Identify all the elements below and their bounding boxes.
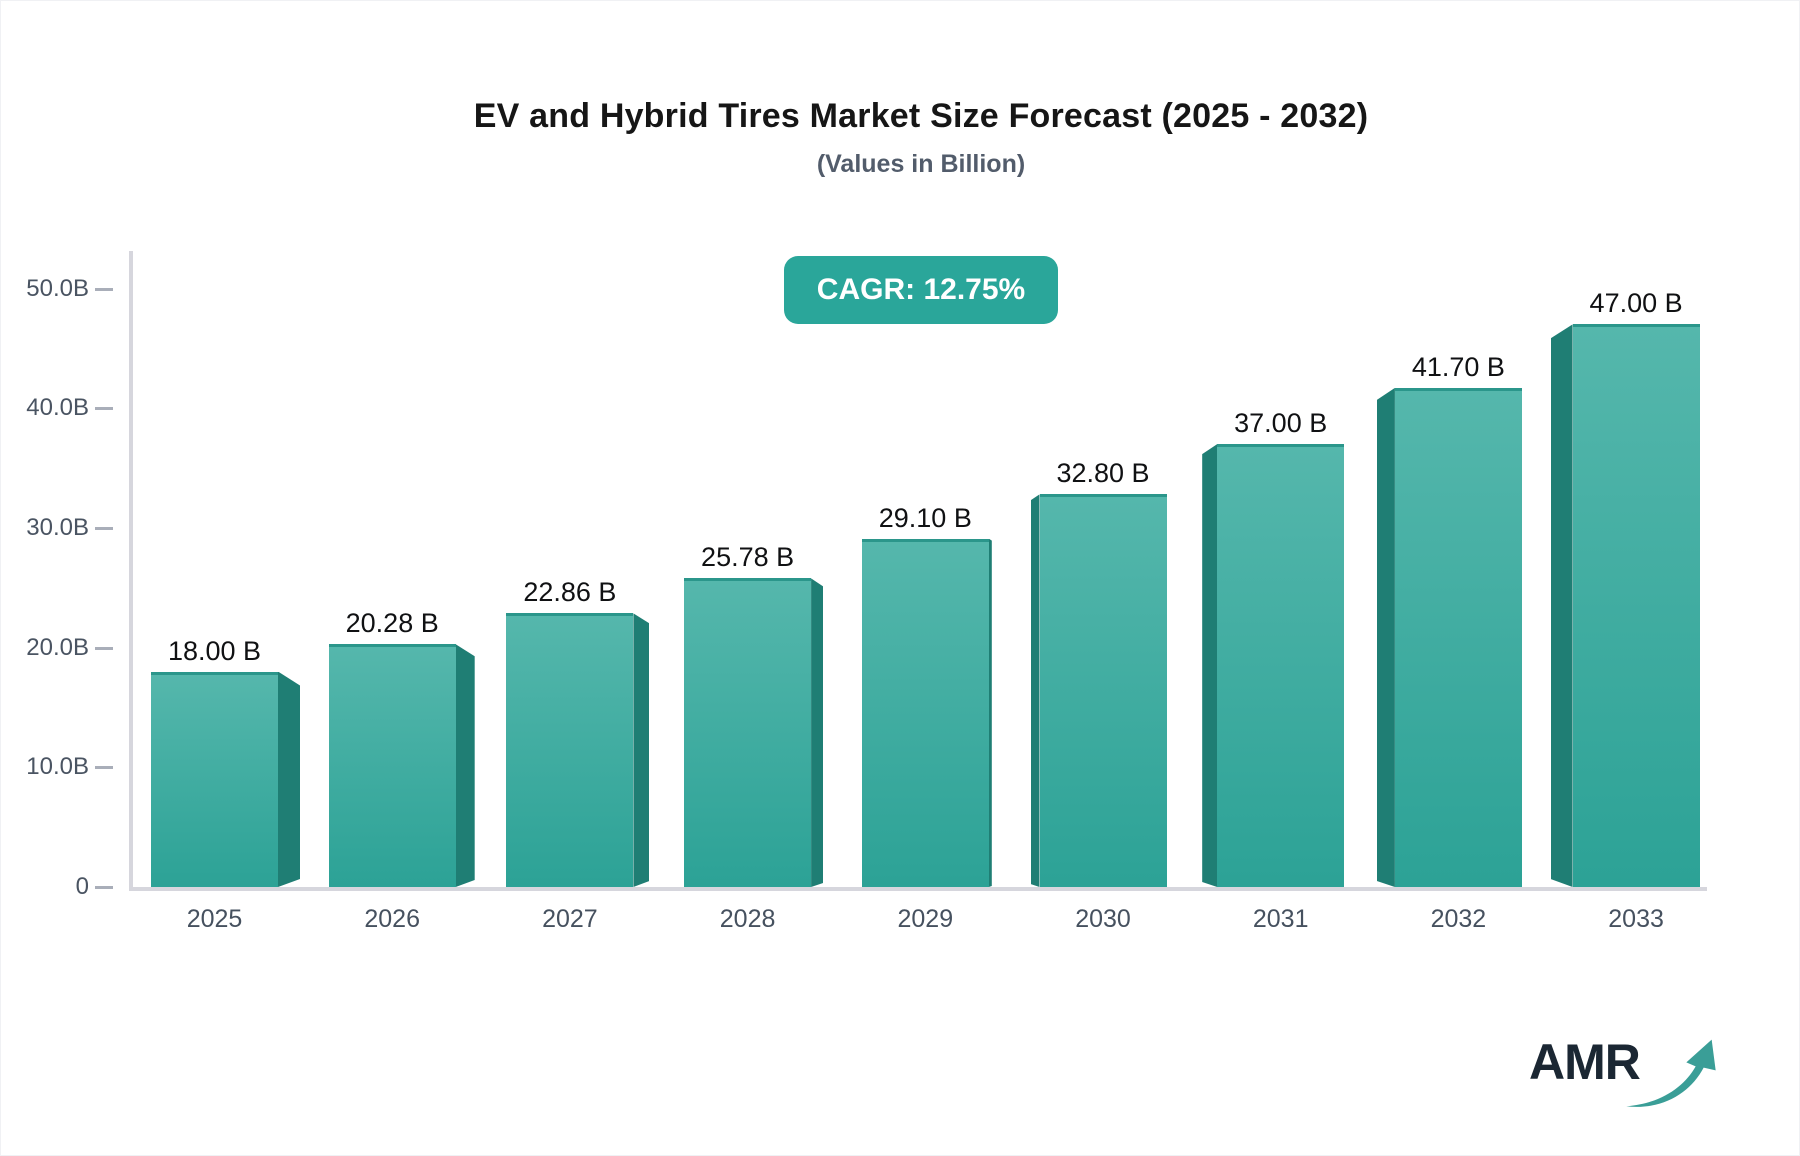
bar-face-2028 <box>684 578 812 887</box>
bar-value-label-2030: 32.80 B <box>1056 458 1150 489</box>
y-tick-dash-20.0B <box>95 646 113 650</box>
x-axis-line <box>129 887 1707 891</box>
x-tick-label-2028: 2028 <box>719 905 776 933</box>
y-tick-label-30.0B: 30.0B <box>26 513 89 541</box>
x-tick-label-2026: 2026 <box>364 905 420 933</box>
growth-arrow-icon <box>1626 1039 1716 1107</box>
bar-face-2033 <box>1572 324 1700 887</box>
y-tick-dash-30.0B <box>95 526 113 530</box>
chart-title: EV and Hybrid Tires Market Size Forecast… <box>473 97 1369 135</box>
bar-side-2031 <box>1202 444 1217 887</box>
x-tick-label-2032: 2032 <box>1430 905 1487 933</box>
bar-value-label-2026: 20.28 B <box>345 608 439 639</box>
amr-logo-text: AMR <box>1529 1034 1641 1090</box>
x-tick-label-2031: 2031 <box>1252 905 1309 933</box>
chart-header: EV and Hybrid Tires Market Size Forecast… <box>41 97 1799 179</box>
chart-subtitle: (Values in Billion) <box>816 150 1026 178</box>
bar-face-2032 <box>1394 387 1522 887</box>
y-tick-dash-10.0B <box>95 766 113 770</box>
bar-side-2030 <box>1031 494 1040 887</box>
bar-value-label-2028: 25.78 B <box>701 542 795 573</box>
y-tick-label-10.0B: 10.0B <box>26 753 89 781</box>
bar-side-2027 <box>633 613 649 887</box>
y-tick-dash-0 <box>95 886 113 889</box>
y-axis-line <box>129 251 133 891</box>
bar-face-2027 <box>506 613 634 887</box>
y-tick-label-50.0B: 50.0B <box>26 274 89 302</box>
bar-value-label-2033: 47.00 B <box>1589 288 1683 319</box>
y-tick-label-20.0B: 20.0B <box>26 633 89 661</box>
y-tick-label-40.0B: 40.0B <box>26 394 89 422</box>
bar-value-label-2032: 41.70 B <box>1411 351 1505 382</box>
x-tick-label-2030: 2030 <box>1075 905 1131 933</box>
bar-side-2032 <box>1377 388 1395 887</box>
bar-side-2028 <box>811 578 823 887</box>
bar-value-label-2027: 22.86 B <box>523 577 617 608</box>
y-tick-dash-50.0B <box>95 287 113 291</box>
bar-value-label-2025: 18.00 B <box>167 635 262 666</box>
bar-side-2029 <box>989 539 992 887</box>
bar-value-label-2031: 37.00 B <box>1234 408 1328 439</box>
bar-face-2029 <box>861 538 989 887</box>
bar-face-2026 <box>328 644 456 887</box>
bar-side-2026 <box>456 644 475 887</box>
bar-value-label-2029: 29.10 B <box>878 502 972 533</box>
x-tick-label-2033: 2033 <box>1608 905 1664 933</box>
y-tick-dash-40.0B <box>95 407 113 411</box>
amr-logo: AMR <box>1529 1033 1719 1113</box>
x-tick-label-2027: 2027 <box>542 905 598 933</box>
x-tick-label-2025: 2025 <box>186 905 243 933</box>
bar-side-2025 <box>278 672 300 887</box>
y-tick-label-0: 0 <box>75 873 89 900</box>
bar-face-2031 <box>1217 444 1345 887</box>
bar-face-2030 <box>1039 494 1167 887</box>
x-tick-label-2029: 2029 <box>897 905 954 933</box>
bar-side-2033 <box>1551 324 1573 887</box>
cagr-badge: CAGR: 12.75% <box>784 256 1058 324</box>
bar-face-2025 <box>151 671 278 887</box>
